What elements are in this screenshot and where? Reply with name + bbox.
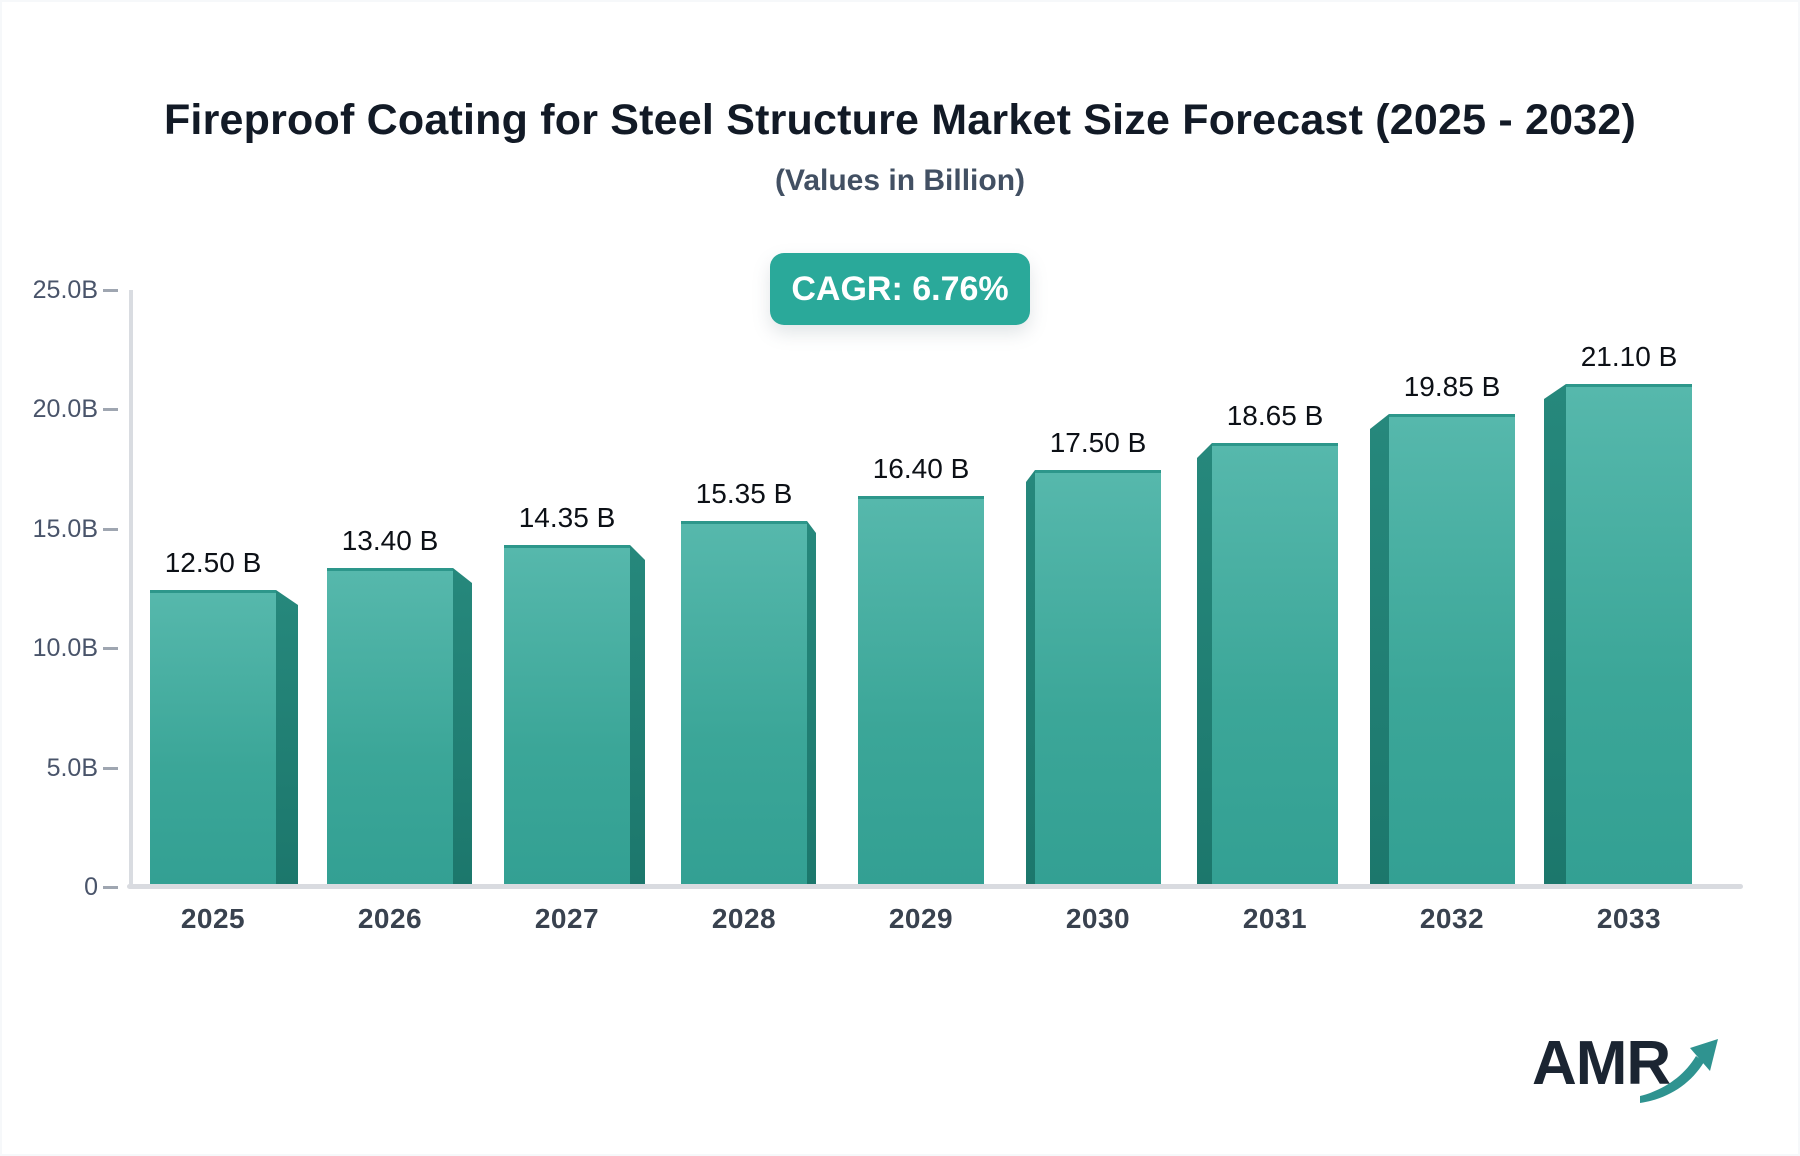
growth-arrow-icon — [1640, 1039, 1718, 1103]
bar-2026[interactable] — [327, 568, 453, 884]
bar-value-label-2030: 17.50 B — [1049, 427, 1147, 458]
bar-value-label-2028: 15.35 B — [695, 478, 793, 509]
bar-value-label-2027: 14.35 B — [518, 502, 616, 533]
y-axis-label-20.0B: 20.0B — [32, 395, 98, 423]
y-axis-label-25.0B: 25.0B — [32, 276, 98, 304]
y-axis-tick-10.0B — [103, 647, 118, 650]
bar-2030-side — [1026, 470, 1035, 884]
amr-logo: AMR — [1532, 1028, 1732, 1118]
x-axis-label-2033: 2033 — [1596, 903, 1662, 934]
bar-value-label-2032: 19.85 B — [1403, 371, 1501, 402]
y-axis-tick-20.0B — [103, 408, 118, 411]
y-axis-label-5.0B: 5.0B — [46, 754, 98, 782]
y-axis-tick-15.0B — [103, 528, 118, 531]
x-axis-label-2029: 2029 — [888, 903, 954, 934]
amr-logo-text: AMR — [1532, 1029, 1671, 1098]
bar-2033-side — [1544, 384, 1566, 884]
x-axis-label-2032: 2032 — [1419, 903, 1485, 934]
bar-2033[interactable] — [1566, 384, 1692, 884]
bar-2029[interactable] — [858, 496, 984, 884]
x-axis-label-2027: 2027 — [534, 903, 600, 934]
x-axis-label-2031: 2031 — [1242, 903, 1308, 934]
bar-2027-side — [630, 545, 645, 884]
y-axis-label-0: 0 — [84, 873, 98, 901]
bar-2030[interactable] — [1035, 470, 1161, 884]
bar-value-label-2033: 21.10 B — [1580, 341, 1678, 372]
bar-2028[interactable] — [681, 521, 807, 884]
bar-2025-side — [276, 590, 298, 884]
y-axis-tick-5.0B — [103, 767, 118, 770]
bar-2027[interactable] — [504, 545, 630, 884]
bar-2026-side — [453, 568, 472, 884]
bar-2032-side — [1370, 414, 1389, 884]
x-axis-label-2028: 2028 — [711, 903, 777, 934]
x-axis-label-2030: 2030 — [1065, 903, 1131, 934]
bar-value-label-2031: 18.65 B — [1226, 400, 1324, 431]
cagr-badge: CAGR: 6.76% — [770, 253, 1030, 325]
x-axis-baseline — [127, 884, 1743, 889]
y-axis-label-10.0B: 10.0B — [32, 634, 98, 662]
y-axis-label-15.0B: 15.0B — [32, 515, 98, 543]
y-axis-tick-0 — [103, 886, 118, 889]
bar-2031-side — [1197, 443, 1212, 884]
bar-value-label-2026: 13.40 B — [341, 525, 439, 556]
bar-2031[interactable] — [1212, 443, 1338, 884]
bar-value-label-2029: 16.40 B — [872, 453, 970, 484]
chart-subtitle: (Values in Billion) — [774, 164, 1026, 197]
chart-title: Fireproof Coating for Steel Structure Ma… — [163, 96, 1637, 144]
bar-2032[interactable] — [1389, 414, 1515, 884]
x-axis-label-2026: 2026 — [357, 903, 423, 934]
bar-value-label-2025: 12.50 B — [164, 547, 262, 578]
bar-2028-side — [807, 521, 816, 884]
bar-2025[interactable] — [150, 590, 276, 884]
y-axis-line — [129, 290, 133, 888]
x-axis-label-2025: 2025 — [180, 903, 246, 934]
y-axis-tick-25.0B — [103, 289, 118, 292]
